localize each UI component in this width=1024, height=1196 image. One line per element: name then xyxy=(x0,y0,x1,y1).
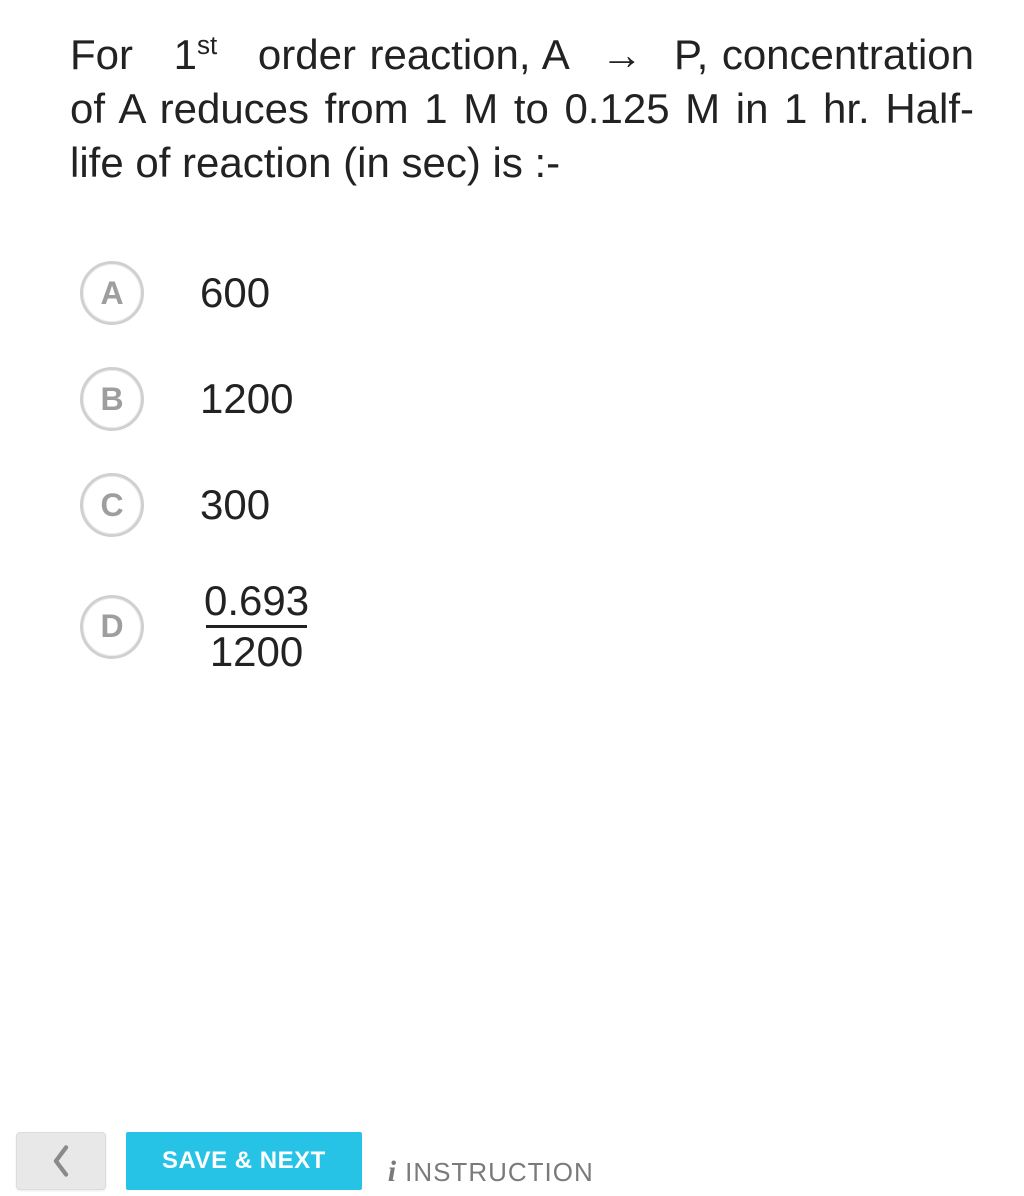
option-letter: A xyxy=(80,261,144,325)
question-fragment: P, xyxy=(674,31,708,78)
option-text: 0.693 1200 xyxy=(200,579,313,674)
option-b[interactable]: B 1200 xyxy=(80,367,974,431)
instruction-link[interactable]: i INSTRUCTION xyxy=(388,1133,594,1189)
quiz-page: For 1st order reaction, A → P, concentra… xyxy=(0,0,1024,1196)
option-c[interactable]: C 300 xyxy=(80,473,974,537)
info-icon: i xyxy=(388,1155,397,1189)
options-list: A 600 B 1200 C 300 D 0.693 1200 xyxy=(80,261,974,674)
arrow-icon: → xyxy=(597,28,647,82)
option-letter: B xyxy=(80,367,144,431)
option-d[interactable]: D 0.693 1200 xyxy=(80,579,974,674)
question-fragment: 1 xyxy=(174,31,197,78)
footer-bar: SAVE & NEXT i INSTRUCTION xyxy=(0,1126,1024,1196)
option-text: 600 xyxy=(200,270,270,316)
question-text: For 1st order reaction, A → P, concentra… xyxy=(70,28,974,189)
instruction-label: INSTRUCTION xyxy=(405,1157,594,1188)
fraction-denominator: 1200 xyxy=(206,625,307,674)
question-fragment: order reaction, A xyxy=(258,31,570,78)
option-text: 300 xyxy=(200,482,270,528)
option-letter: C xyxy=(80,473,144,537)
fraction: 0.693 1200 xyxy=(200,579,313,674)
option-a[interactable]: A 600 xyxy=(80,261,974,325)
save-next-button[interactable]: SAVE & NEXT xyxy=(126,1132,362,1190)
ordinal-suffix: st xyxy=(197,30,217,60)
question-fragment: For xyxy=(70,31,133,78)
chevron-left-icon xyxy=(50,1144,72,1178)
save-next-label: SAVE & NEXT xyxy=(162,1147,326,1175)
fraction-numerator: 0.693 xyxy=(200,579,313,625)
option-letter: D xyxy=(80,595,144,659)
previous-button[interactable] xyxy=(16,1132,106,1190)
option-text: 1200 xyxy=(200,376,293,422)
